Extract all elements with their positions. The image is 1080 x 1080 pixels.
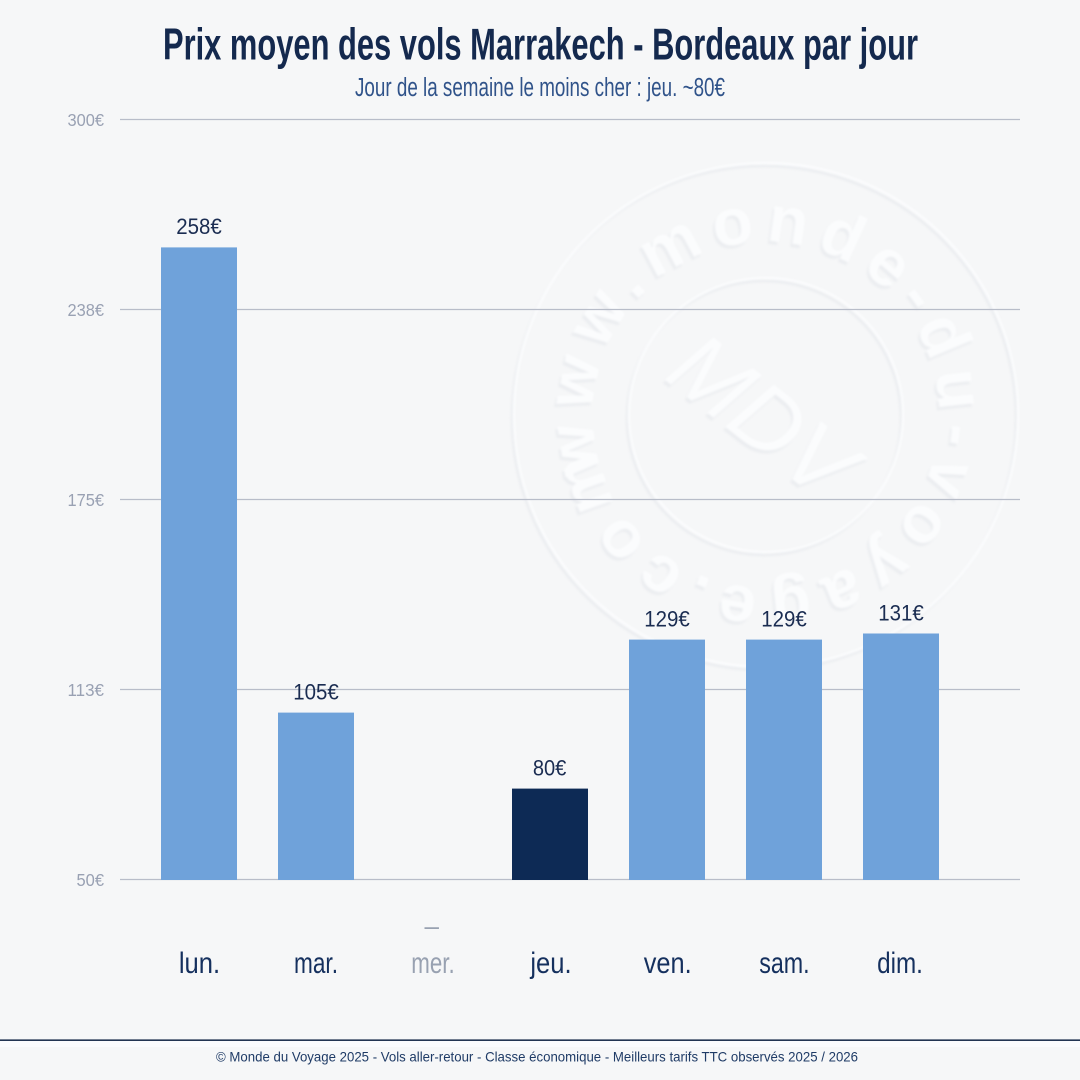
svg-text:175€: 175€: [68, 490, 105, 510]
svg-text:113€: 113€: [68, 680, 105, 700]
svg-text:50€: 50€: [77, 870, 105, 890]
svg-text:Prix moyen des vols Marrakech: Prix moyen des vols Marrakech - Bordeaux…: [163, 21, 918, 70]
svg-text:dim.: dim.: [877, 947, 923, 980]
svg-text:258€: 258€: [176, 214, 222, 239]
svg-text:80€: 80€: [533, 755, 567, 780]
svg-text:238€: 238€: [68, 300, 105, 320]
svg-text:129€: 129€: [644, 606, 690, 631]
svg-text:Jour de la semaine le moins ch: Jour de la semaine le moins cher : jeu. …: [355, 72, 725, 102]
svg-text:131€: 131€: [878, 600, 924, 625]
svg-text:–: –: [424, 911, 439, 941]
svg-text:mar.: mar.: [294, 947, 338, 980]
svg-text:sam.: sam.: [759, 947, 809, 980]
svg-text:300€: 300€: [68, 110, 105, 130]
svg-text:ven.: ven.: [644, 947, 692, 980]
svg-text:jeu.: jeu.: [529, 947, 571, 980]
svg-text:lun.: lun.: [179, 947, 220, 980]
svg-text:129€: 129€: [761, 606, 807, 631]
svg-text:mer.: mer.: [411, 947, 454, 980]
svg-text:105€: 105€: [293, 679, 339, 704]
svg-text:© Monde du Voyage 2025 - Vols: © Monde du Voyage 2025 - Vols aller-reto…: [216, 1050, 858, 1065]
